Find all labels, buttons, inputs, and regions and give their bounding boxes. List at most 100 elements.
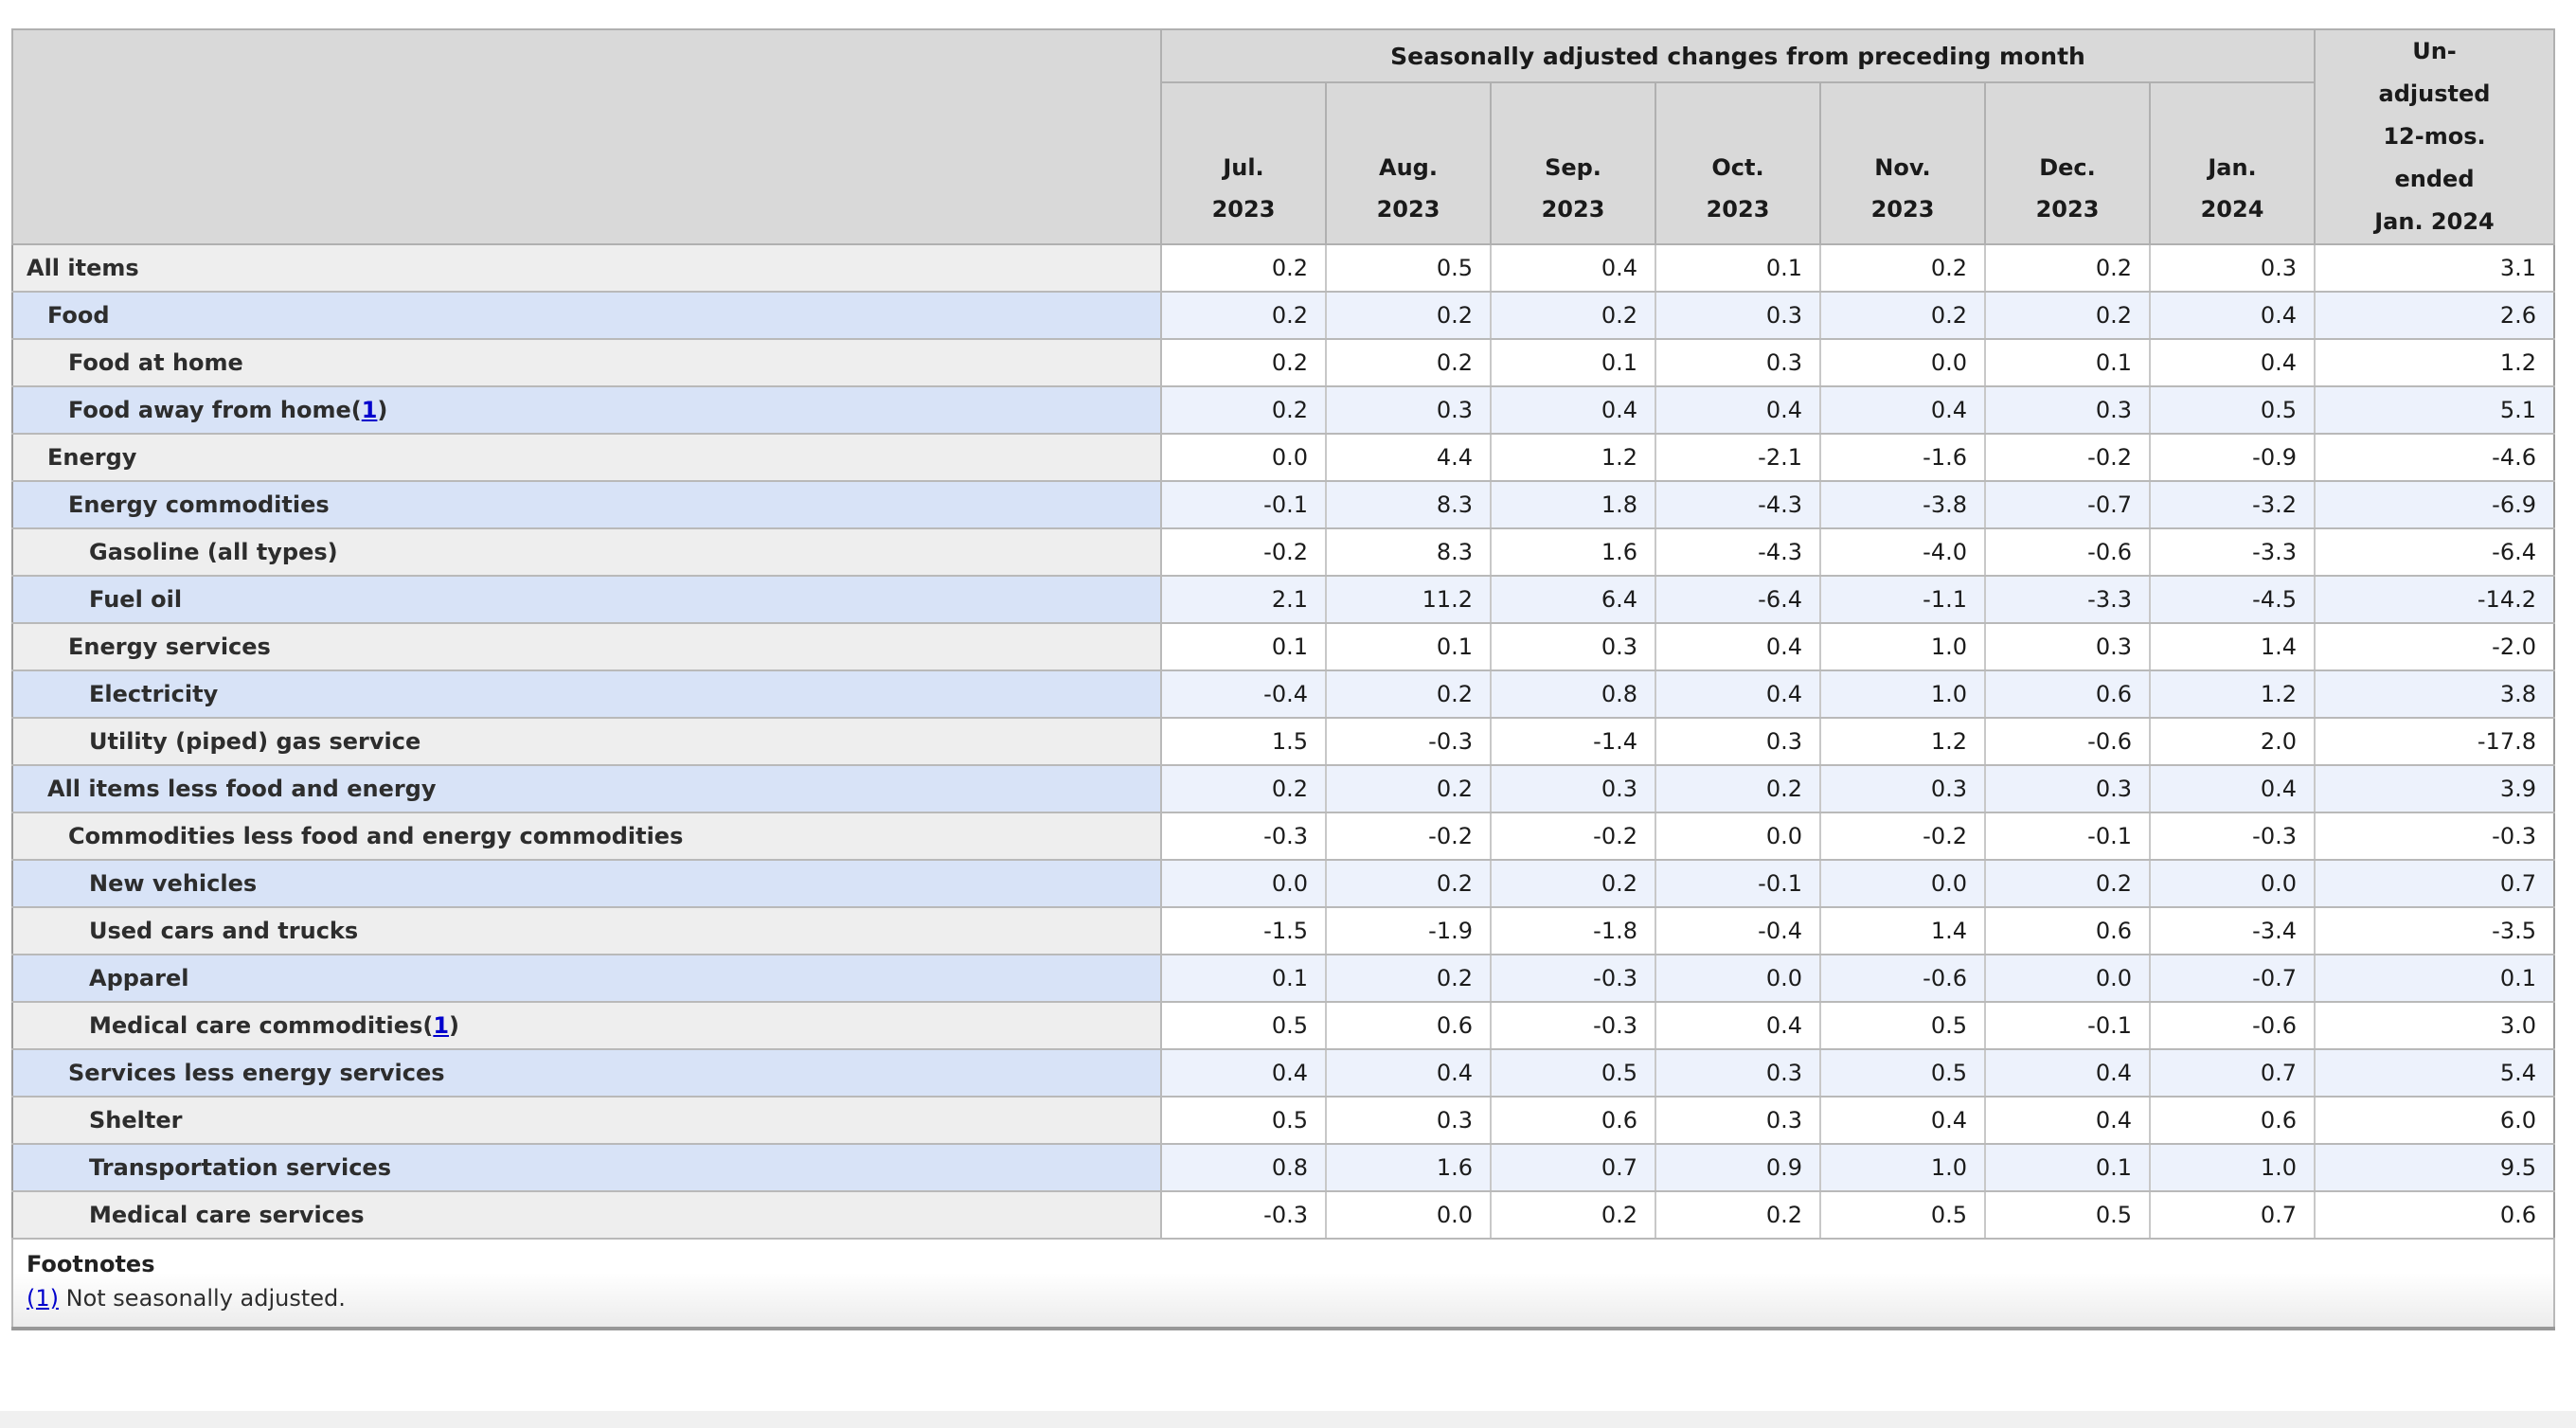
- value-cell: -0.1: [1160, 480, 1327, 529]
- footnote-ref-link[interactable]: 1: [361, 397, 378, 423]
- footnote-paren-open: (: [350, 397, 362, 423]
- row-label: Shelter: [89, 1107, 183, 1133]
- month-header: Oct. 2023: [1655, 81, 1821, 245]
- table-row: Energy 0.0 4.4 1.2 -2.1 -1.6 -0.2 -0.9 -4.6: [11, 433, 2555, 482]
- value-cell: 0.2: [1984, 859, 2151, 908]
- value-cell: -1.6: [1819, 433, 1986, 482]
- value-cell: -1.5: [1160, 906, 1327, 955]
- yoy-value-cell: 0.1: [2314, 954, 2555, 1003]
- value-cell: -4.3: [1655, 480, 1821, 529]
- value-cell: 0.6: [1490, 1096, 1656, 1145]
- value-cell: -1.1: [1819, 575, 1986, 624]
- row-label-cell: Used cars and trucks: [11, 906, 1162, 955]
- yoy-value-cell: 0.7: [2314, 859, 2555, 908]
- yoy-value-cell: 3.1: [2314, 243, 2555, 293]
- value-cell: 1.2: [1490, 433, 1656, 482]
- row-label: Transportation services: [89, 1154, 391, 1181]
- row-label: Food away from home: [68, 397, 351, 423]
- table-row: Food 0.2 0.2 0.2 0.3 0.2 0.2 0.4 2.6: [11, 291, 2555, 340]
- value-cell: 0.4: [2149, 291, 2316, 340]
- yoy-value-cell: -4.6: [2314, 433, 2555, 482]
- value-cell: -0.4: [1160, 669, 1327, 719]
- value-cell: 0.3: [1325, 385, 1492, 435]
- value-cell: 0.1: [1655, 243, 1821, 293]
- row-label-cell: Food away from home(1): [11, 385, 1162, 435]
- footnotes-section: Footnotes (1) Not seasonally adjusted.: [11, 1238, 2555, 1330]
- value-cell: -0.6: [1819, 954, 1986, 1003]
- value-cell: 0.2: [1160, 243, 1327, 293]
- value-cell: 0.2: [1490, 1190, 1656, 1240]
- value-cell: 0.1: [1490, 338, 1656, 387]
- table-row: Food at home 0.2 0.2 0.1 0.3 0.0 0.1 0.4 1.2: [11, 338, 2555, 387]
- value-cell: -0.1: [1655, 859, 1821, 908]
- row-label-cell: Gasoline (all types): [11, 527, 1162, 577]
- seasonally-adjusted-group-header: Seasonally adjusted changes from precedi…: [1160, 28, 2316, 83]
- row-label-cell: Utility (piped) gas service: [11, 717, 1162, 766]
- value-cell: 0.4: [1325, 1048, 1492, 1098]
- row-label-cell: All items less food and energy: [11, 764, 1162, 813]
- footnote-ref-link[interactable]: 1: [433, 1012, 450, 1039]
- value-cell: 0.2: [1160, 291, 1327, 340]
- yoy-value-cell: 3.9: [2314, 764, 2555, 813]
- unadjusted-12mo-header: Un- adjusted 12-mos. ended Jan. 2024: [2314, 28, 2555, 245]
- value-cell: -3.4: [2149, 906, 2316, 955]
- table-row: Electricity -0.4 0.2 0.8 0.4 1.0 0.6 1.2 3.8: [11, 669, 2555, 719]
- value-cell: 0.3: [1655, 338, 1821, 387]
- value-cell: 1.4: [1819, 906, 1986, 955]
- month-header-row: Jul. 2023 Aug. 2023 Sep. 2023 Oct. 2023 Nov.…: [12, 81, 2554, 245]
- table-row: Medical care commodities(1) 0.5 0.6 -0.3 0.4…: [11, 1001, 2555, 1050]
- table-row: Medical care services -0.3 0.0 0.2 0.2 0.5 0.5…: [11, 1190, 2555, 1240]
- value-cell: 0.7: [1490, 1143, 1656, 1192]
- value-cell: -0.9: [2149, 433, 2316, 482]
- value-cell: 0.8: [1490, 669, 1656, 719]
- value-cell: 1.4: [2149, 622, 2316, 671]
- row-label-cell: All items: [11, 243, 1162, 293]
- month-header: Sep. 2023: [1490, 81, 1656, 245]
- value-cell: 0.5: [1819, 1190, 1986, 1240]
- value-cell: 0.9: [1655, 1143, 1821, 1192]
- value-cell: -3.8: [1819, 480, 1986, 529]
- value-cell: 0.3: [1655, 1048, 1821, 1098]
- page-footer-strip: [0, 1411, 2576, 1428]
- row-label-cell: Shelter: [11, 1096, 1162, 1145]
- value-cell: -0.2: [1160, 527, 1327, 577]
- row-label: Apparel: [89, 965, 189, 991]
- footnote-item: (1) Not seasonally adjusted.: [27, 1285, 2540, 1312]
- value-cell: 0.3: [1490, 622, 1656, 671]
- value-cell: 1.5: [1160, 717, 1327, 766]
- yoy-value-cell: 5.4: [2314, 1048, 2555, 1098]
- value-cell: -3.2: [2149, 480, 2316, 529]
- value-cell: 0.2: [1160, 338, 1327, 387]
- table-row: Energy services 0.1 0.1 0.3 0.4 1.0 0.3 1.4 -2.0: [11, 622, 2555, 671]
- value-cell: 8.3: [1325, 480, 1492, 529]
- cpi-data-table: Seasonally adjusted changes from precedi…: [11, 28, 2555, 1330]
- value-cell: 0.2: [1325, 338, 1492, 387]
- value-cell: -1.8: [1490, 906, 1656, 955]
- yoy-value-cell: 9.5: [2314, 1143, 2555, 1192]
- yoy-value-cell: -2.0: [2314, 622, 2555, 671]
- value-cell: -0.2: [1490, 812, 1656, 861]
- value-cell: -1.9: [1325, 906, 1492, 955]
- row-label-cell: Energy commodities: [11, 480, 1162, 529]
- yoy-value-cell: 0.6: [2314, 1190, 2555, 1240]
- value-cell: 0.1: [1160, 954, 1327, 1003]
- footnote-link[interactable]: (1): [27, 1285, 59, 1312]
- value-cell: -0.3: [1490, 1001, 1656, 1050]
- value-cell: -0.7: [2149, 954, 2316, 1003]
- yoy-value-cell: 5.1: [2314, 385, 2555, 435]
- value-cell: 1.8: [1490, 480, 1656, 529]
- value-cell: 0.5: [1160, 1001, 1327, 1050]
- value-cell: 0.5: [1819, 1001, 1986, 1050]
- row-label: Services less energy services: [68, 1060, 445, 1086]
- value-cell: 0.2: [1490, 859, 1656, 908]
- value-cell: 1.2: [1819, 717, 1986, 766]
- value-cell: 0.6: [2149, 1096, 2316, 1145]
- yoy-value-cell: 2.6: [2314, 291, 2555, 340]
- row-label: Electricity: [89, 681, 219, 707]
- value-cell: 0.7: [2149, 1190, 2316, 1240]
- table-body: All items 0.2 0.5 0.4 0.1 0.2 0.2 0.3 3.1 Food 0.2…: [11, 243, 2555, 1240]
- yoy-value-cell: -0.3: [2314, 812, 2555, 861]
- table-row: Transportation services 0.8 1.6 0.7 0.9 1.0 0.…: [11, 1143, 2555, 1192]
- row-label: All items: [27, 255, 139, 281]
- value-cell: 11.2: [1325, 575, 1492, 624]
